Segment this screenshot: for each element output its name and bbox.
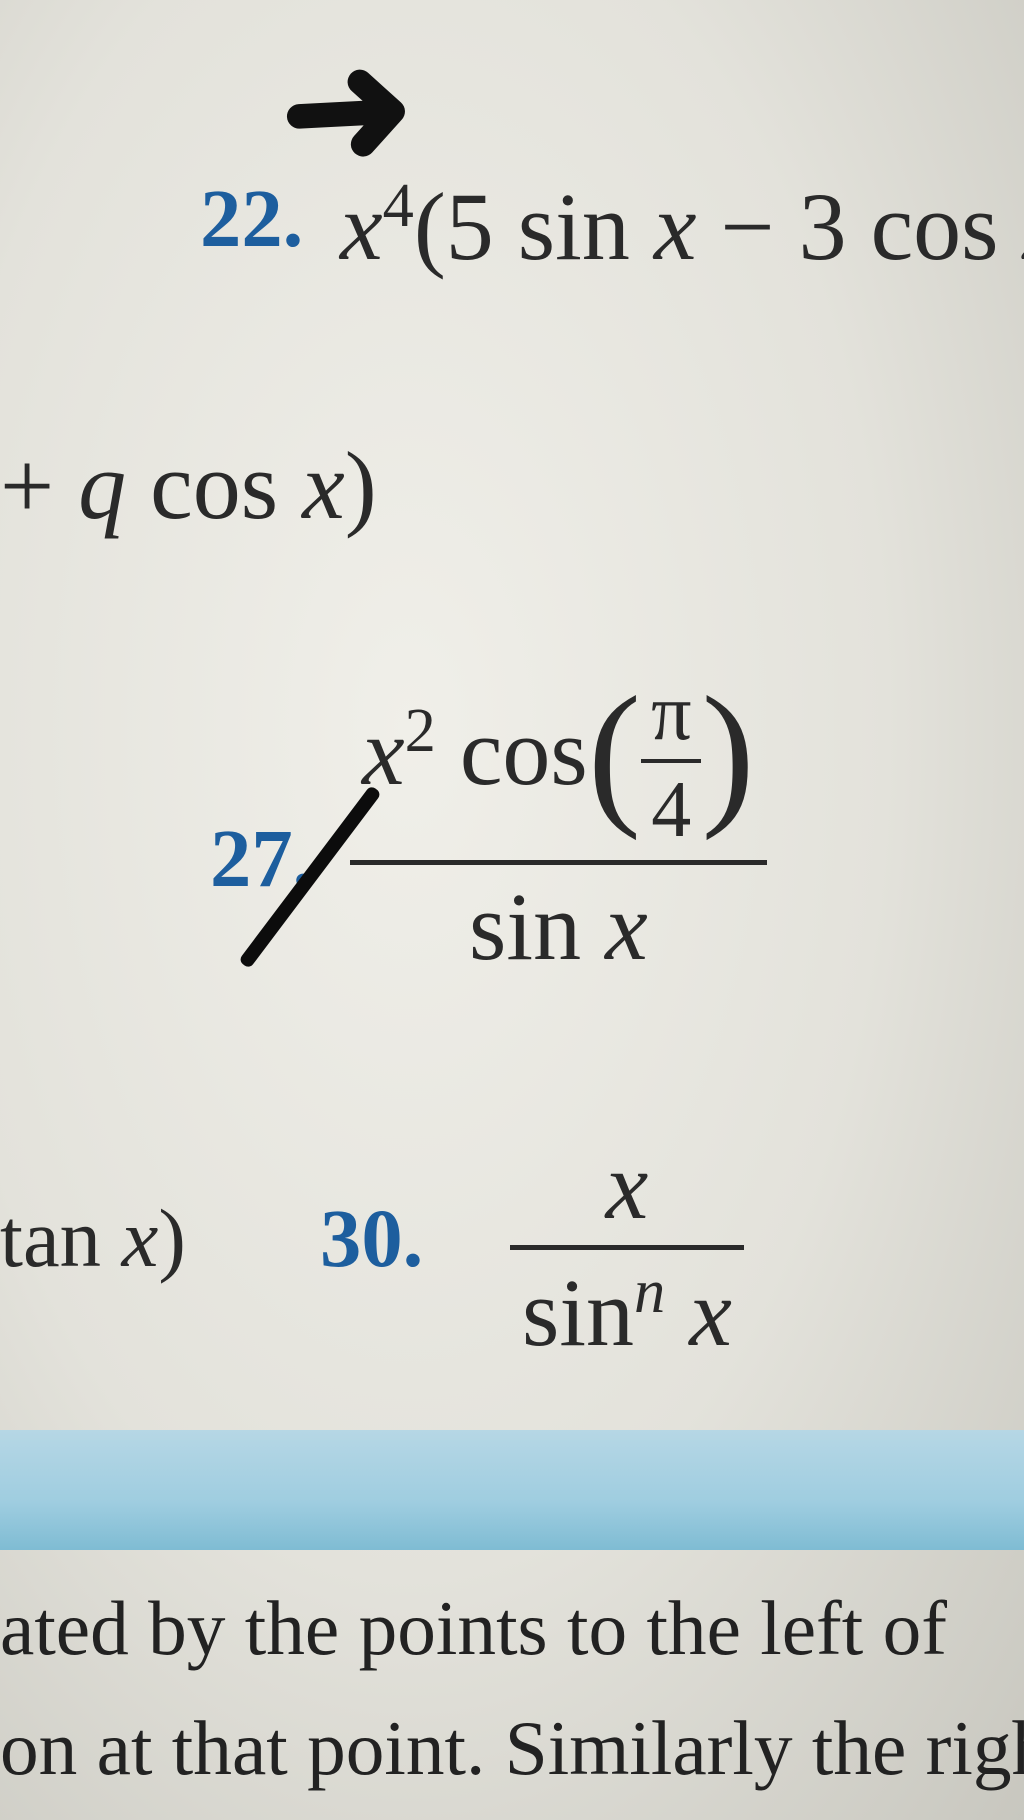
q27-num-exp2: 2	[405, 696, 436, 765]
q30-expression: x sinn x	[510, 1130, 744, 1368]
textbook-page-photo: ➜ 22. x4(5 sin x − 3 cos x) + q cos x) 2…	[0, 0, 1024, 1820]
q30-num-x: x	[606, 1132, 649, 1239]
q27-four: 4	[641, 763, 701, 856]
tanx-fragment: tan x)	[0, 1190, 186, 1286]
q30-den-sin: sin	[522, 1259, 634, 1366]
q22-minus: − 3 cos	[696, 173, 1022, 280]
q27-expression: x2 cos( π 4 ) sin x	[350, 660, 767, 982]
tanx-x: x	[122, 1192, 159, 1284]
qcos-expression: + q cos x)	[0, 430, 377, 541]
qcos-plus: +	[0, 432, 78, 539]
q27-lparen: (	[588, 663, 641, 841]
q30-numerator: x	[510, 1130, 744, 1245]
q27-denominator: sin x	[350, 865, 767, 982]
q30-den-n: n	[634, 1257, 665, 1326]
q22-expression: x4(5 sin x − 3 cos x)	[340, 170, 1024, 282]
tanx-tan: tan	[0, 1192, 122, 1284]
qcos-q: q	[78, 432, 126, 539]
q22-exp4: 4	[383, 171, 414, 240]
qcos-cos: cos	[126, 432, 302, 539]
q30-fraction: x sinn x	[510, 1130, 744, 1368]
q30-number: 30.	[320, 1190, 423, 1286]
q27-numerator: x2 cos( π 4 )	[350, 660, 767, 860]
q27-rparen: )	[701, 663, 754, 841]
q22-x1: x	[654, 173, 697, 280]
qcos-close: )	[345, 432, 377, 539]
q22-x: x	[340, 173, 383, 280]
q30-den-x: x	[665, 1259, 732, 1366]
q27-outer-fraction: x2 cos( π 4 ) sin x	[350, 660, 767, 982]
qcos-x: x	[302, 432, 345, 539]
q22-number: 22.	[200, 170, 303, 266]
q27-pi: π	[641, 668, 701, 759]
q30-denominator: sinn x	[510, 1250, 744, 1368]
q27-num-cos: cos	[436, 698, 588, 805]
q27-den-sin: sin	[469, 873, 605, 980]
body-text-line-1: ated by the points to the left of	[0, 1580, 1024, 1677]
q22-open: (5 sin	[414, 173, 654, 280]
q27-pi-over-4: π 4	[641, 668, 701, 856]
body-text-line-2: on at that point. Similarly the righ	[0, 1700, 1024, 1797]
page-blue-band	[0, 1430, 1024, 1550]
q27-den-x: x	[605, 873, 648, 980]
tanx-close: )	[158, 1192, 186, 1284]
